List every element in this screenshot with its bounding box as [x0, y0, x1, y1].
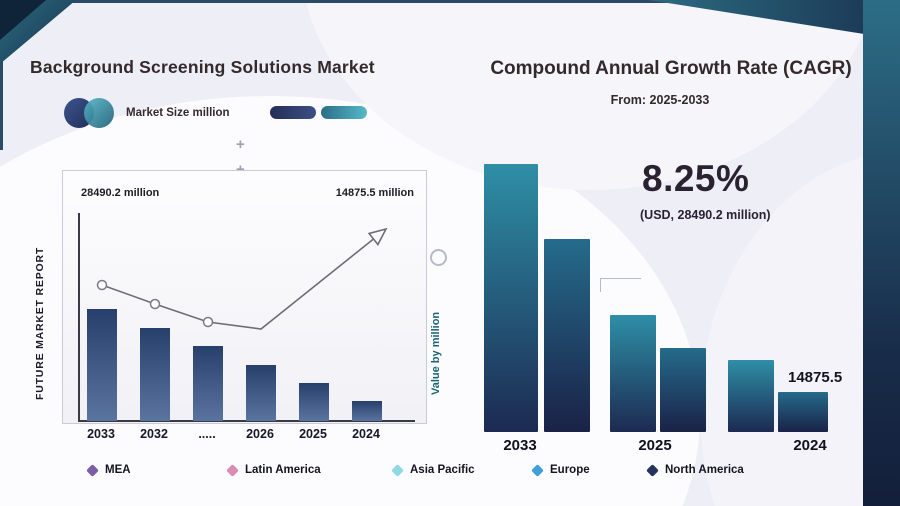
- cagr-bar: [660, 348, 706, 432]
- x-axis-label: .....: [198, 427, 216, 441]
- legend-label: Latin America: [245, 464, 321, 476]
- region-legend: MEA Latin America Asia Pacific Europe North …: [0, 463, 900, 490]
- diamond-icon: [391, 463, 404, 477]
- right-y-axis-label: Value by million: [430, 311, 442, 395]
- trend-marker: [96, 279, 108, 291]
- left-edge-line: [0, 0, 3, 150]
- diamond-icon: [646, 463, 659, 477]
- x-axis-label: 2033: [503, 437, 537, 454]
- right-edge-strip: [863, 0, 900, 506]
- market-bar: [193, 346, 223, 421]
- left-x-axis-labels: 2033 2032..... 2026 2025 2024: [62, 427, 425, 445]
- cagr-bar: [778, 392, 828, 432]
- trend-line: [101, 238, 374, 330]
- market-size-legend: Market Size million: [64, 96, 367, 129]
- cagr-bar: [544, 239, 590, 432]
- ring-decoration: [430, 249, 447, 266]
- x-axis-label: 2025: [299, 427, 327, 441]
- left-chart-title: Background Screening Solutions Market: [30, 57, 375, 77]
- cagr-bar: [728, 360, 774, 432]
- cagr-period: From: 2025-2033: [610, 93, 710, 107]
- trend-marker: [149, 298, 161, 310]
- right-bar-chart: [484, 164, 828, 432]
- x-axis-label: 2032: [140, 427, 168, 441]
- market-bar: [246, 365, 276, 421]
- right-x-axis-labels: 2033 2025 2024: [470, 437, 870, 457]
- top-edge-line: [0, 0, 668, 3]
- market-bar: [87, 309, 117, 421]
- pill-navy: [269, 106, 316, 119]
- legend-label: Asia Pacific: [410, 464, 475, 476]
- annotation-right: 14875.5 million: [335, 187, 414, 199]
- x-axis-label: 2026: [246, 427, 274, 441]
- legend-item-asia-pacific: Asia Pacific: [391, 463, 475, 477]
- pill-badges-icon: [269, 106, 367, 119]
- market-bar: [299, 383, 329, 421]
- x-axis-label: 2024: [352, 427, 380, 441]
- bracket-decoration: [600, 278, 641, 292]
- trend-marker: [202, 316, 214, 328]
- pill-teal: [320, 106, 367, 119]
- annotation-left: 28490.2 million: [81, 187, 160, 199]
- left-y-axis-label: FUTURE MARKET REPORT: [34, 246, 46, 400]
- cagr-bar: [610, 315, 656, 432]
- legend-item-latin-america: Latin America: [226, 463, 321, 477]
- cagr-bar: [484, 164, 538, 432]
- legend-label: MEA: [105, 464, 131, 476]
- right-chart-title: Compound Annual Growth Rate (CAGR): [490, 58, 852, 79]
- plus-decoration: +: [236, 136, 245, 153]
- plus-decoration: +: [236, 161, 245, 178]
- legend-item-mea: MEA: [86, 463, 131, 477]
- legend-label: Europe: [550, 464, 590, 476]
- market-size-label: Market Size million: [126, 106, 230, 119]
- cagr-note: (USD, 28490.2 million): [640, 208, 771, 222]
- market-bar: [140, 328, 170, 421]
- legend-item-europe: Europe: [531, 463, 590, 477]
- venn-circle-teal: [84, 98, 114, 128]
- arrow-head-icon: [367, 227, 388, 246]
- cagr-value: 8.25%: [642, 158, 750, 199]
- diamond-icon: [226, 463, 239, 477]
- diamond-icon: [86, 463, 99, 477]
- x-axis-label: 2025: [638, 437, 672, 454]
- left-chart-panel: 28490.2 million 14875.5 million: [62, 170, 427, 424]
- bar-value-label: 14875.5: [788, 369, 843, 386]
- left-bar-chart: [78, 213, 415, 422]
- legend-label: North America: [665, 464, 744, 476]
- venn-circles-icon: [64, 96, 116, 129]
- legend-item-north-america: North America: [646, 463, 744, 477]
- x-axis-label: 2033: [87, 427, 115, 441]
- market-bar: [352, 401, 382, 421]
- x-axis-label: 2024: [793, 437, 827, 454]
- diamond-icon: [531, 463, 544, 477]
